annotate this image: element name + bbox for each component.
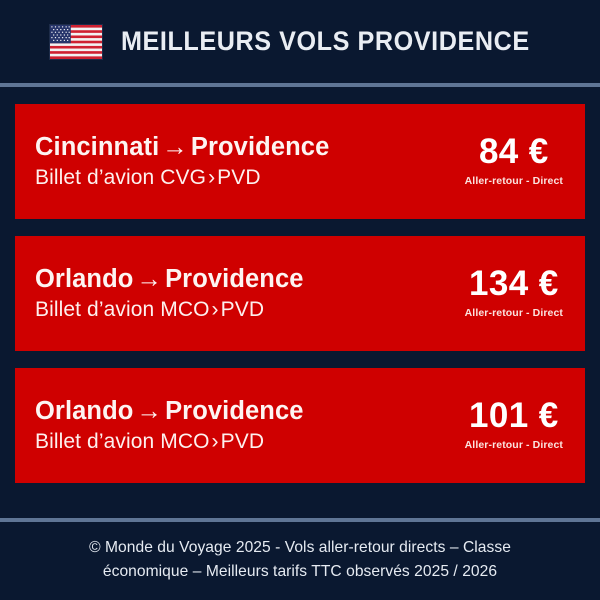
arrow-right-icon: →: [162, 133, 188, 161]
flight-card-info: Cincinnati → Providence Billet d’avion CVG…: [35, 133, 451, 190]
destination-code: PVD: [217, 166, 261, 189]
arrow-right-icon: →: [136, 397, 163, 425]
flight-card-info: Orlando → Providence Billet d’avion MCO›PV…: [35, 397, 451, 454]
page-title: MEILLEURS VOLS PROVIDENCE: [120, 26, 530, 56]
flight-price: 84 €: [478, 131, 549, 171]
flight-price-block: 84 € Aller-retour - Direct: [451, 131, 563, 190]
origin-code: MCO: [160, 298, 210, 321]
flight-route: Orlando → Providence: [35, 265, 451, 294]
origin-code: MCO: [160, 430, 210, 453]
origin-city: Cincinnati: [35, 133, 160, 161]
origin-city: Orlando: [35, 397, 134, 425]
destination-city: Providence: [165, 397, 304, 425]
header: MEILLEURS VOLS PROVIDENCE: [0, 0, 600, 83]
chevron-right-icon: ›: [208, 166, 216, 189]
flight-price-note: Aller-retour - Direct: [464, 439, 563, 452]
destination-city: Providence: [165, 265, 304, 293]
ticket-label: Billet d’avion: [35, 298, 155, 321]
footer-divider: [0, 517, 600, 522]
flight-price-note: Aller-retour - Direct: [464, 175, 563, 188]
flight-price: 101 €: [469, 395, 559, 435]
header-divider: [0, 83, 600, 87]
flight-price-block: 134 € Aller-retour - Direct: [451, 263, 563, 322]
flight-card-list: Cincinnati → Providence Billet d’avion CVG…: [0, 87, 600, 518]
flight-route: Orlando → Providence: [35, 397, 451, 426]
origin-city: Orlando: [35, 265, 134, 293]
footer: © Monde du Voyage 2025 - Vols aller-reto…: [0, 522, 600, 600]
chevron-right-icon: ›: [211, 298, 219, 321]
flight-card[interactable]: Orlando → Providence Billet d’avion MCO›PV…: [15, 236, 585, 351]
chevron-right-icon: ›: [211, 430, 219, 453]
ticket-label: Billet d’avion: [35, 430, 155, 453]
destination-code: PVD: [220, 430, 265, 453]
us-flag-icon: [48, 23, 103, 60]
footer-line-2: économique – Meilleurs tarifs TTC observ…: [102, 562, 498, 580]
origin-code: CVG: [160, 166, 207, 189]
flight-subline: Billet d’avion MCO›PVD: [35, 430, 451, 454]
flight-subline: Billet d’avion CVG›PVD: [35, 166, 451, 190]
arrow-right-icon: →: [136, 265, 163, 293]
flight-subline: Billet d’avion MCO›PVD: [35, 298, 451, 322]
flight-card[interactable]: Orlando → Providence Billet d’avion MCO›PV…: [15, 368, 585, 483]
ticket-label: Billet d’avion: [35, 166, 155, 189]
flight-route: Cincinnati → Providence: [35, 133, 451, 162]
flight-price-note: Aller-retour - Direct: [464, 307, 563, 320]
flight-price-block: 101 € Aller-retour - Direct: [451, 395, 563, 454]
footer-line-1: © Monde du Voyage 2025 - Vols aller-reto…: [89, 538, 511, 556]
flight-card[interactable]: Cincinnati → Providence Billet d’avion CVG…: [15, 104, 585, 219]
destination-city: Providence: [190, 133, 330, 161]
flight-card-info: Orlando → Providence Billet d’avion MCO›PV…: [35, 265, 451, 322]
destination-code: PVD: [220, 298, 265, 321]
flight-price: 134 €: [469, 263, 559, 303]
